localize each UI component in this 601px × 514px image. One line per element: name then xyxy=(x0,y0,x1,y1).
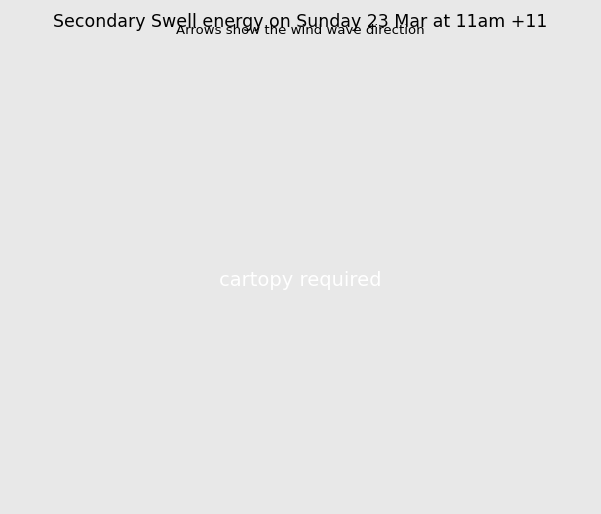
Text: cartopy required: cartopy required xyxy=(219,271,382,290)
Text: Arrows show the wind wave direction: Arrows show the wind wave direction xyxy=(176,24,425,37)
Text: Secondary Swell energy on Sunday 23 Mar at 11am +11: Secondary Swell energy on Sunday 23 Mar … xyxy=(53,13,548,31)
